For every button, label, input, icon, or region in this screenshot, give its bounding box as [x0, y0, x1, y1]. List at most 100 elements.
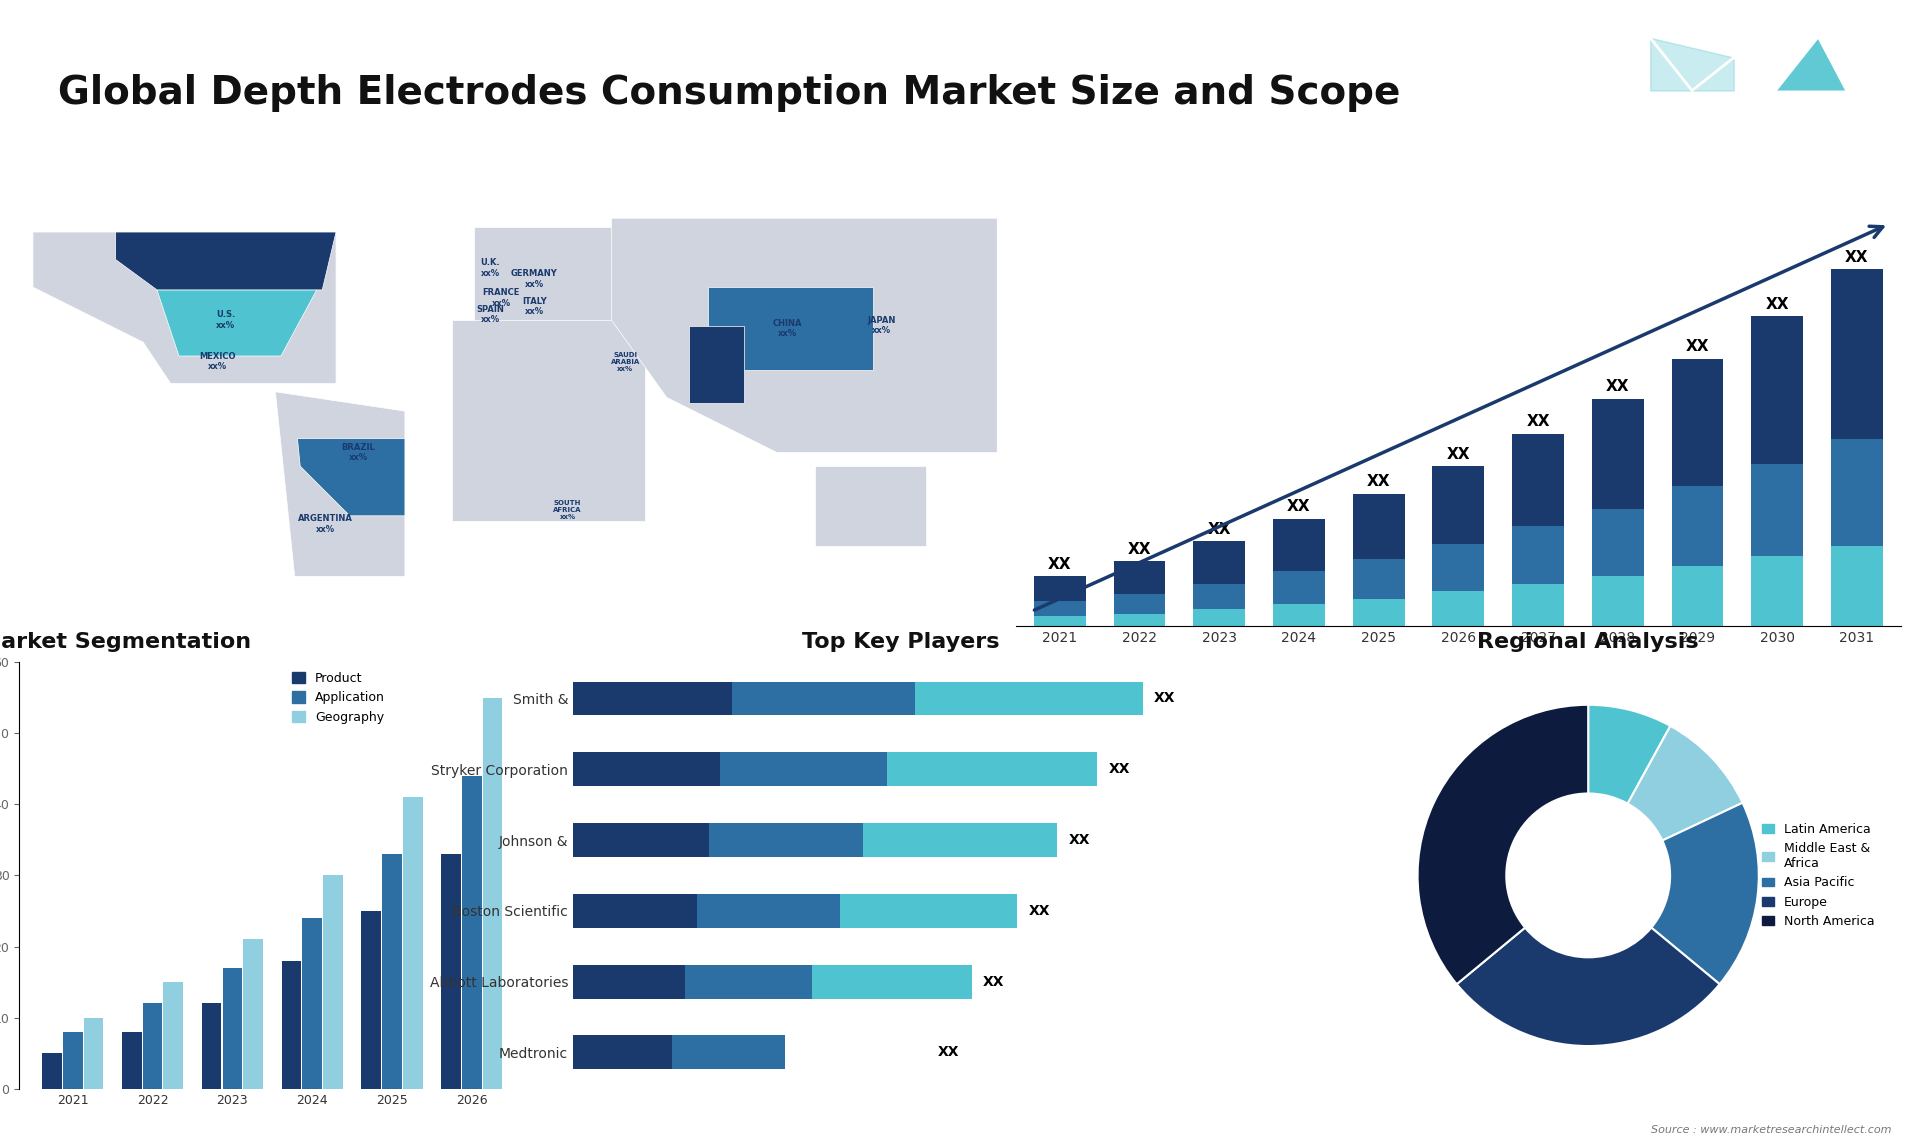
Bar	[123, 1031, 142, 1089]
Bar	[1114, 614, 1165, 626]
Bar	[1672, 566, 1724, 626]
Bar	[463, 776, 482, 1089]
Text: MEXICO
xx%: MEXICO xx%	[200, 352, 236, 371]
Bar	[572, 823, 708, 857]
Bar	[572, 682, 732, 715]
Wedge shape	[1457, 927, 1720, 1046]
Text: XX: XX	[1068, 833, 1091, 847]
Text: JAPAN
xx%: JAPAN xx%	[868, 316, 897, 336]
Bar	[572, 965, 685, 998]
Text: ARGENTINA
xx%: ARGENTINA xx%	[298, 515, 353, 534]
Text: BRAZIL
xx%: BRAZIL xx%	[342, 442, 374, 462]
Bar	[572, 752, 720, 786]
Text: XX: XX	[1029, 904, 1050, 918]
Text: FRANCE
xx%: FRANCE xx%	[482, 289, 520, 308]
Text: XX: XX	[1048, 557, 1071, 572]
Text: INDIA
xx%: INDIA xx%	[708, 354, 735, 374]
Text: U.S.
xx%: U.S. xx%	[217, 311, 236, 330]
Bar	[1354, 559, 1405, 598]
Text: XX: XX	[1154, 691, 1175, 706]
Bar	[1114, 594, 1165, 614]
Text: XX: XX	[1845, 250, 1868, 265]
Bar	[732, 682, 914, 715]
Bar	[1033, 602, 1085, 617]
Polygon shape	[157, 290, 317, 356]
Bar	[1751, 464, 1803, 556]
Bar	[697, 894, 839, 928]
Text: CHINA
xx%: CHINA xx%	[774, 319, 803, 338]
Bar	[63, 1031, 83, 1089]
Bar	[1672, 359, 1724, 486]
Bar	[1033, 617, 1085, 626]
Polygon shape	[115, 231, 336, 290]
Bar	[672, 1035, 785, 1069]
Bar	[914, 682, 1142, 715]
Text: ITALY
xx%: ITALY xx%	[522, 297, 547, 316]
Text: XX: XX	[1367, 474, 1390, 489]
Text: SOUTH
AFRICA
xx%: SOUTH AFRICA xx%	[553, 501, 582, 520]
Bar	[382, 854, 401, 1089]
Text: XX: XX	[937, 1045, 958, 1059]
Bar	[1513, 583, 1565, 626]
Text: XX: XX	[1127, 542, 1152, 557]
Text: XX: XX	[1686, 339, 1709, 354]
Bar	[1513, 434, 1565, 526]
Wedge shape	[1417, 705, 1588, 984]
Bar	[403, 798, 422, 1089]
Bar	[1592, 509, 1644, 576]
Text: XX: XX	[1446, 447, 1471, 462]
Bar	[1672, 486, 1724, 566]
Legend: Latin America, Middle East &
Africa, Asia Pacific, Europe, North America: Latin America, Middle East & Africa, Asi…	[1757, 818, 1880, 933]
Polygon shape	[708, 288, 874, 370]
Text: Source : www.marketresearchintellect.com: Source : www.marketresearchintellect.com	[1651, 1124, 1891, 1135]
Bar	[1751, 316, 1803, 464]
Bar	[1751, 556, 1803, 626]
Bar	[1432, 543, 1484, 591]
Text: Global Depth Electrodes Consumption Market Size and Scope: Global Depth Electrodes Consumption Mark…	[58, 74, 1400, 112]
Text: SPAIN
xx%: SPAIN xx%	[476, 305, 505, 324]
Bar	[812, 965, 972, 998]
Bar	[223, 968, 242, 1089]
Polygon shape	[816, 466, 925, 547]
Text: MARKET
RESEARCH
INTELLECT: MARKET RESEARCH INTELLECT	[1741, 100, 1782, 120]
Bar	[1832, 547, 1884, 626]
Bar	[202, 1004, 221, 1089]
Title: Top Key Players: Top Key Players	[803, 633, 998, 652]
Text: GERMANY
xx%: GERMANY xx%	[511, 269, 559, 289]
Polygon shape	[33, 231, 336, 384]
Polygon shape	[451, 320, 645, 521]
Polygon shape	[689, 325, 743, 403]
Wedge shape	[1588, 705, 1670, 803]
Bar	[1832, 439, 1884, 547]
Bar	[720, 752, 887, 786]
Polygon shape	[1776, 38, 1845, 91]
Bar	[1832, 269, 1884, 439]
Text: XX: XX	[1108, 762, 1129, 776]
Bar	[1192, 583, 1244, 609]
Bar	[323, 876, 344, 1089]
Bar	[887, 752, 1096, 786]
Text: CANADA
xx%: CANADA xx%	[219, 244, 259, 264]
Bar	[1033, 576, 1085, 602]
Bar	[482, 698, 503, 1089]
Bar	[1592, 576, 1644, 626]
Bar	[1192, 609, 1244, 626]
Title: Regional Analysis: Regional Analysis	[1476, 633, 1699, 652]
Text: SAUDI
ARABIA
xx%: SAUDI ARABIA xx%	[611, 352, 639, 371]
Bar	[1354, 598, 1405, 626]
Bar	[1273, 571, 1325, 604]
Text: XX: XX	[983, 974, 1004, 989]
Text: XX: XX	[1766, 297, 1789, 312]
Bar	[1592, 399, 1644, 509]
Polygon shape	[298, 439, 405, 516]
Text: XX: XX	[1526, 415, 1549, 430]
Bar	[1432, 466, 1484, 543]
Polygon shape	[612, 218, 996, 453]
Wedge shape	[1628, 725, 1743, 840]
Text: XX: XX	[1208, 521, 1231, 536]
Bar	[1273, 604, 1325, 626]
Bar	[839, 894, 1018, 928]
Text: Market Segmentation: Market Segmentation	[0, 633, 252, 652]
Bar	[442, 854, 461, 1089]
Bar	[142, 1004, 163, 1089]
